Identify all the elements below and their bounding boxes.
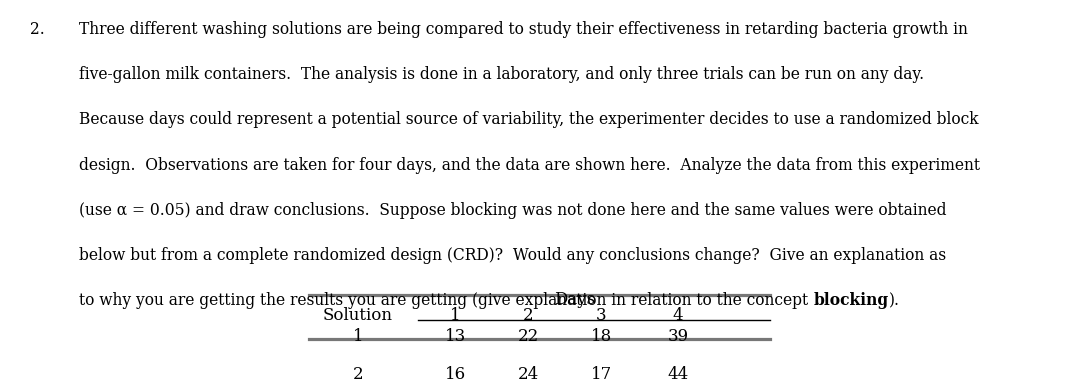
Text: 3: 3	[596, 307, 607, 324]
Text: 2.: 2.	[30, 21, 46, 38]
Text: to why you are getting the results you are getting (give explanation in relation: to why you are getting the results you a…	[79, 292, 813, 309]
Text: to why you are getting the results you are getting (give explanation in relation: to why you are getting the results you a…	[79, 292, 813, 309]
Text: 2: 2	[353, 366, 363, 383]
Text: 2: 2	[523, 307, 534, 324]
Text: 22: 22	[518, 328, 539, 345]
Text: Because days could represent a potential source of variability, the experimenter: Because days could represent a potential…	[79, 111, 979, 128]
Text: Days: Days	[554, 291, 596, 308]
Text: design.  Observations are taken for four days, and the data are shown here.  Ana: design. Observations are taken for four …	[79, 157, 980, 173]
Text: 13: 13	[445, 328, 467, 345]
Text: Three different washing solutions are being compared to study their effectivenes: Three different washing solutions are be…	[79, 21, 968, 38]
Text: 18: 18	[590, 328, 612, 345]
Text: 1: 1	[450, 307, 461, 324]
Text: 16: 16	[445, 366, 467, 383]
Text: 39: 39	[667, 328, 689, 345]
Text: below but from a complete randomized design (CRD)?  Would any conclusions change: below but from a complete randomized des…	[79, 247, 946, 264]
Text: 1: 1	[353, 328, 363, 345]
Text: five-gallon milk containers.  The analysis is done in a laboratory, and only thr: five-gallon milk containers. The analysi…	[79, 66, 924, 83]
Text: Solution: Solution	[323, 307, 393, 324]
Text: ).: ).	[889, 292, 899, 309]
Text: blocking: blocking	[813, 292, 889, 309]
Text: blocking: blocking	[813, 292, 889, 309]
Text: 17: 17	[590, 366, 612, 383]
Text: (use α = 0.05) and draw conclusions.  Suppose blocking was not done here and the: (use α = 0.05) and draw conclusions. Sup…	[79, 202, 947, 219]
Text: 44: 44	[667, 366, 689, 383]
Text: 24: 24	[518, 366, 539, 383]
Text: 4: 4	[673, 307, 684, 324]
